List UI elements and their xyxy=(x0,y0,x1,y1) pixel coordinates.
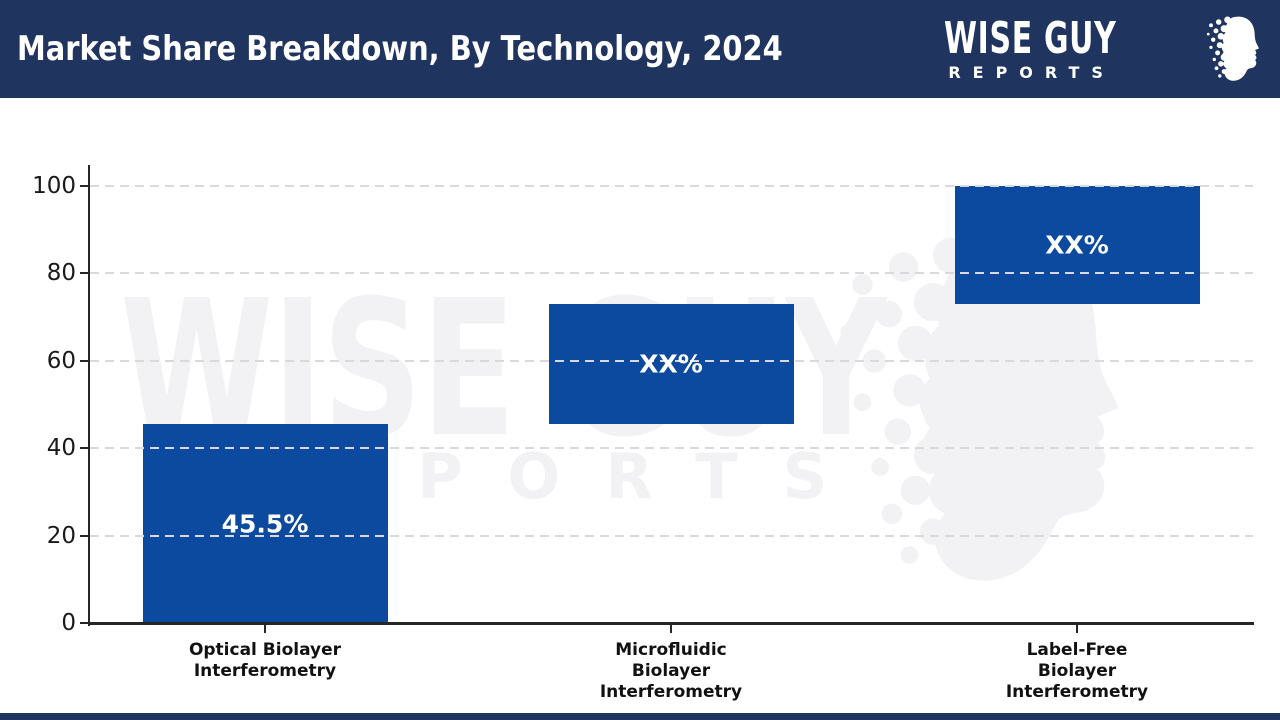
x-tick xyxy=(670,625,672,633)
bar-segment xyxy=(548,303,794,425)
y-tick-label: 60 xyxy=(46,347,76,374)
y-tick xyxy=(80,622,88,624)
footer-bar xyxy=(0,713,1280,720)
y-tick-label: 0 xyxy=(61,610,76,636)
x-category-label-line: Label-Free xyxy=(1026,640,1128,660)
y-tick-label: 80 xyxy=(46,260,76,287)
brand-logo: WISE GUY REPORTS xyxy=(944,8,1280,90)
x-category-label-line: Microfluidic xyxy=(615,640,727,660)
x-category-label-line: Optical Biolayer xyxy=(188,640,342,660)
gridline xyxy=(90,534,1253,537)
y-tick xyxy=(80,272,88,275)
bar-value-label: XX% xyxy=(1045,230,1109,260)
brand-subtitle: REPORTS xyxy=(948,63,1115,82)
x-category-label-line: Biolayer xyxy=(1037,661,1117,681)
x-category-label-line: Interferometry xyxy=(193,661,337,681)
y-tick-label: 40 xyxy=(46,435,76,462)
header-bar: Market Share Breakdown, By Technology, 2… xyxy=(0,0,1280,98)
bar-value-label: 45.5% xyxy=(221,509,309,539)
y-tick xyxy=(80,534,88,537)
brand-logo-text: WISE GUY REPORTS xyxy=(944,17,1198,81)
brand-name: WISE GUY xyxy=(944,13,1117,64)
y-axis-line xyxy=(88,165,90,626)
x-category-label: Optical Biolayer Interferometry xyxy=(125,640,405,682)
gridline xyxy=(90,447,1253,450)
x-tick xyxy=(264,625,266,633)
x-category-label-line: Interferometry xyxy=(1005,682,1149,702)
gridline xyxy=(90,359,1253,362)
x-category-label: Label-Free Biolayer Interferometry xyxy=(937,640,1217,703)
bar-value-label: XX% xyxy=(639,349,703,379)
bar-segment xyxy=(142,424,388,623)
x-category-label-line: Interferometry xyxy=(599,682,743,702)
y-tick-label: 100 xyxy=(32,173,76,199)
page-title: Market Share Breakdown, By Technology, 2… xyxy=(17,29,783,69)
brand-face-icon xyxy=(1200,8,1266,90)
y-tick xyxy=(80,185,88,187)
y-tick xyxy=(80,359,88,362)
gridline xyxy=(90,272,1253,275)
x-category-label-line: Biolayer xyxy=(631,661,711,681)
x-axis-line xyxy=(88,622,1254,625)
y-tick xyxy=(80,447,88,450)
gridline xyxy=(90,185,1253,187)
x-category-label: Microfluidic Biolayer Interferometry xyxy=(531,640,811,703)
y-tick-label: 20 xyxy=(46,522,76,549)
x-tick xyxy=(1076,625,1078,633)
